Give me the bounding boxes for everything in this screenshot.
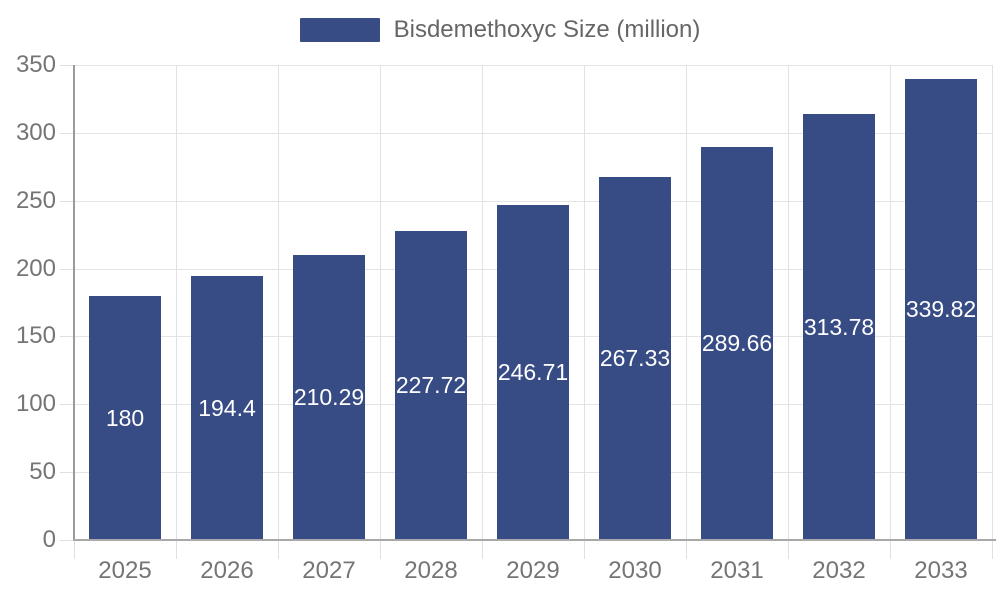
legend-item[interactable]: Bisdemethoxyc Size (million)	[299, 16, 701, 44]
x-gridline-9	[992, 65, 993, 540]
x-gridline-4	[482, 65, 483, 540]
y-gridline-300	[74, 133, 992, 134]
bar-value-label-2027: 210.29	[293, 384, 365, 410]
bar-value-label-2029: 246.71	[497, 359, 569, 385]
y-axis-tick-200	[60, 269, 74, 270]
y-axis-label-50: 50	[29, 458, 56, 485]
y-axis-tick-50	[60, 472, 74, 473]
y-axis-label-350: 350	[15, 51, 56, 78]
bar-2028[interactable]: 227.72	[395, 231, 467, 540]
bar-2032[interactable]: 313.78	[803, 114, 875, 540]
bar-value-label-2026: 194.4	[198, 394, 256, 421]
x-axis-label-2033: 2033	[914, 557, 968, 584]
x-axis-label-2025: 2025	[98, 557, 152, 584]
x-axis-label-2032: 2032	[812, 557, 866, 584]
x-gridline-6	[686, 65, 687, 540]
x-axis-tick-3	[380, 541, 381, 559]
x-axis-tick-1	[176, 541, 177, 559]
bar-2031[interactable]: 289.66	[701, 147, 773, 540]
bar-value-label-2032: 313.78	[803, 313, 875, 340]
x-gridline-3	[380, 65, 381, 540]
x-axis-label-2027: 2027	[302, 557, 356, 584]
bar-2027[interactable]: 210.29	[293, 255, 365, 540]
x-axis-label-2031: 2031	[710, 557, 764, 584]
x-axis-tick-9	[992, 541, 993, 559]
bar-value-label-2031: 289.66	[701, 330, 773, 356]
x-axis-label-2028: 2028	[404, 557, 458, 584]
x-axis-tick-6	[686, 541, 687, 559]
y-axis-tick-250	[60, 201, 74, 202]
y-axis-label-0: 0	[42, 526, 56, 553]
y-axis-line	[73, 65, 75, 540]
y-gridline-250	[74, 201, 992, 202]
x-axis-label-2026: 2026	[200, 557, 254, 584]
legend-swatch-icon	[299, 18, 380, 42]
x-axis-label-2030: 2030	[608, 557, 662, 584]
x-gridline-2	[278, 65, 279, 540]
legend: Bisdemethoxyc Size (million)	[0, 16, 1000, 44]
x-axis-tick-5	[584, 541, 585, 559]
x-gridline-1	[176, 65, 177, 540]
y-axis-label-250: 250	[15, 187, 56, 214]
bar-value-label-2028: 227.72	[395, 372, 467, 398]
y-axis-tick-350	[60, 65, 74, 66]
bar-2030[interactable]: 267.33	[599, 177, 671, 540]
x-axis-label-2029: 2029	[506, 557, 560, 584]
legend-label: Bisdemethoxyc Size (million)	[393, 16, 701, 43]
x-axis-line	[73, 539, 996, 541]
bar-value-label-2025: 180	[105, 404, 145, 431]
y-axis-label-150: 150	[15, 322, 56, 349]
y-gridline-350	[74, 65, 992, 66]
x-gridline-7	[788, 65, 789, 540]
bar-2033[interactable]: 339.82	[905, 79, 977, 540]
bar-value-label-2033: 339.82	[905, 296, 977, 322]
y-axis-label-200: 200	[15, 255, 56, 282]
y-axis-label-100: 100	[15, 390, 56, 417]
y-axis-tick-0	[60, 540, 74, 541]
x-axis-tick-4	[482, 541, 483, 559]
y-axis-tick-100	[60, 404, 74, 405]
y-axis-tick-300	[60, 133, 74, 134]
x-axis-tick-2	[278, 541, 279, 559]
y-axis-tick-150	[60, 336, 74, 337]
x-gridline-5	[584, 65, 585, 540]
bar-2029[interactable]: 246.71	[497, 205, 569, 540]
x-axis-tick-8	[890, 541, 891, 559]
x-gridline-8	[890, 65, 891, 540]
x-axis-tick-0	[74, 541, 75, 559]
bar-2025[interactable]: 180	[89, 296, 161, 540]
bar-value-label-2030: 267.33	[599, 345, 671, 371]
bar-2026[interactable]: 194.4	[191, 276, 263, 540]
y-axis-label-300: 300	[15, 119, 56, 146]
x-axis-tick-7	[788, 541, 789, 559]
